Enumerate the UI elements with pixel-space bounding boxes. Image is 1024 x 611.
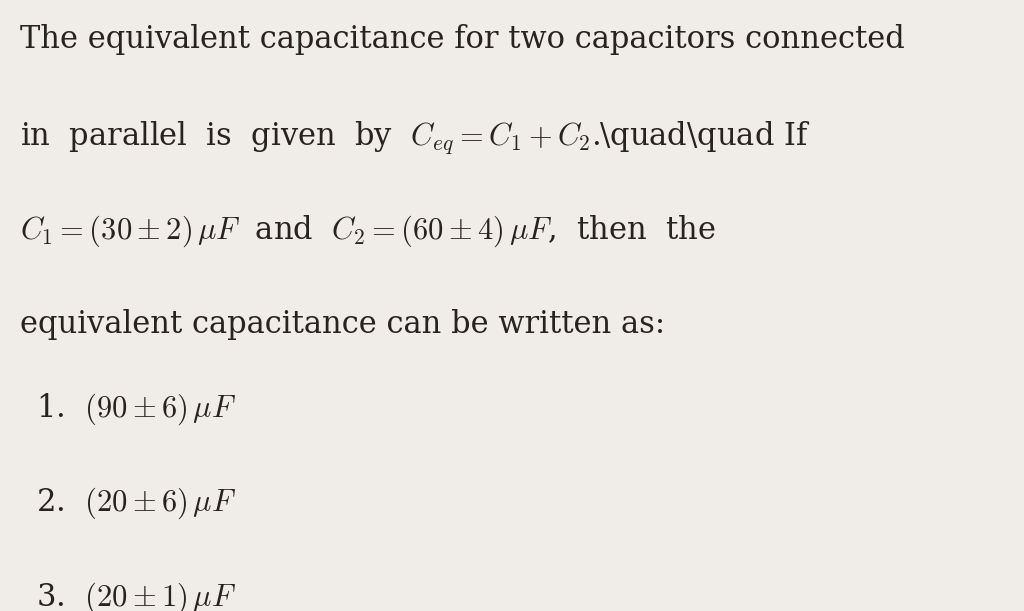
Text: equivalent capacitance can be written as:: equivalent capacitance can be written as…	[20, 309, 666, 340]
Text: 1.  $(90 \pm 6)\,\mu F$: 1. $(90 \pm 6)\,\mu F$	[36, 391, 237, 426]
Text: 3.  $(20 \pm 1)\,\mu F$: 3. $(20 \pm 1)\,\mu F$	[36, 580, 237, 611]
Text: in  parallel  is  given  by  $C_{eq} = C_1 + C_2$.\quad\quad If: in parallel is given by $C_{eq} = C_1 + …	[20, 119, 811, 156]
Text: The equivalent capacitance for two capacitors connected: The equivalent capacitance for two capac…	[20, 24, 905, 56]
Text: 2.  $(20 \pm 6)\,\mu F$: 2. $(20 \pm 6)\,\mu F$	[36, 486, 237, 521]
Text: $C_1 = (30 \pm 2)\,\mu F$  and  $C_2 = (60 \pm 4)\,\mu F$,  then  the: $C_1 = (30 \pm 2)\,\mu F$ and $C_2 = (60…	[20, 214, 716, 249]
